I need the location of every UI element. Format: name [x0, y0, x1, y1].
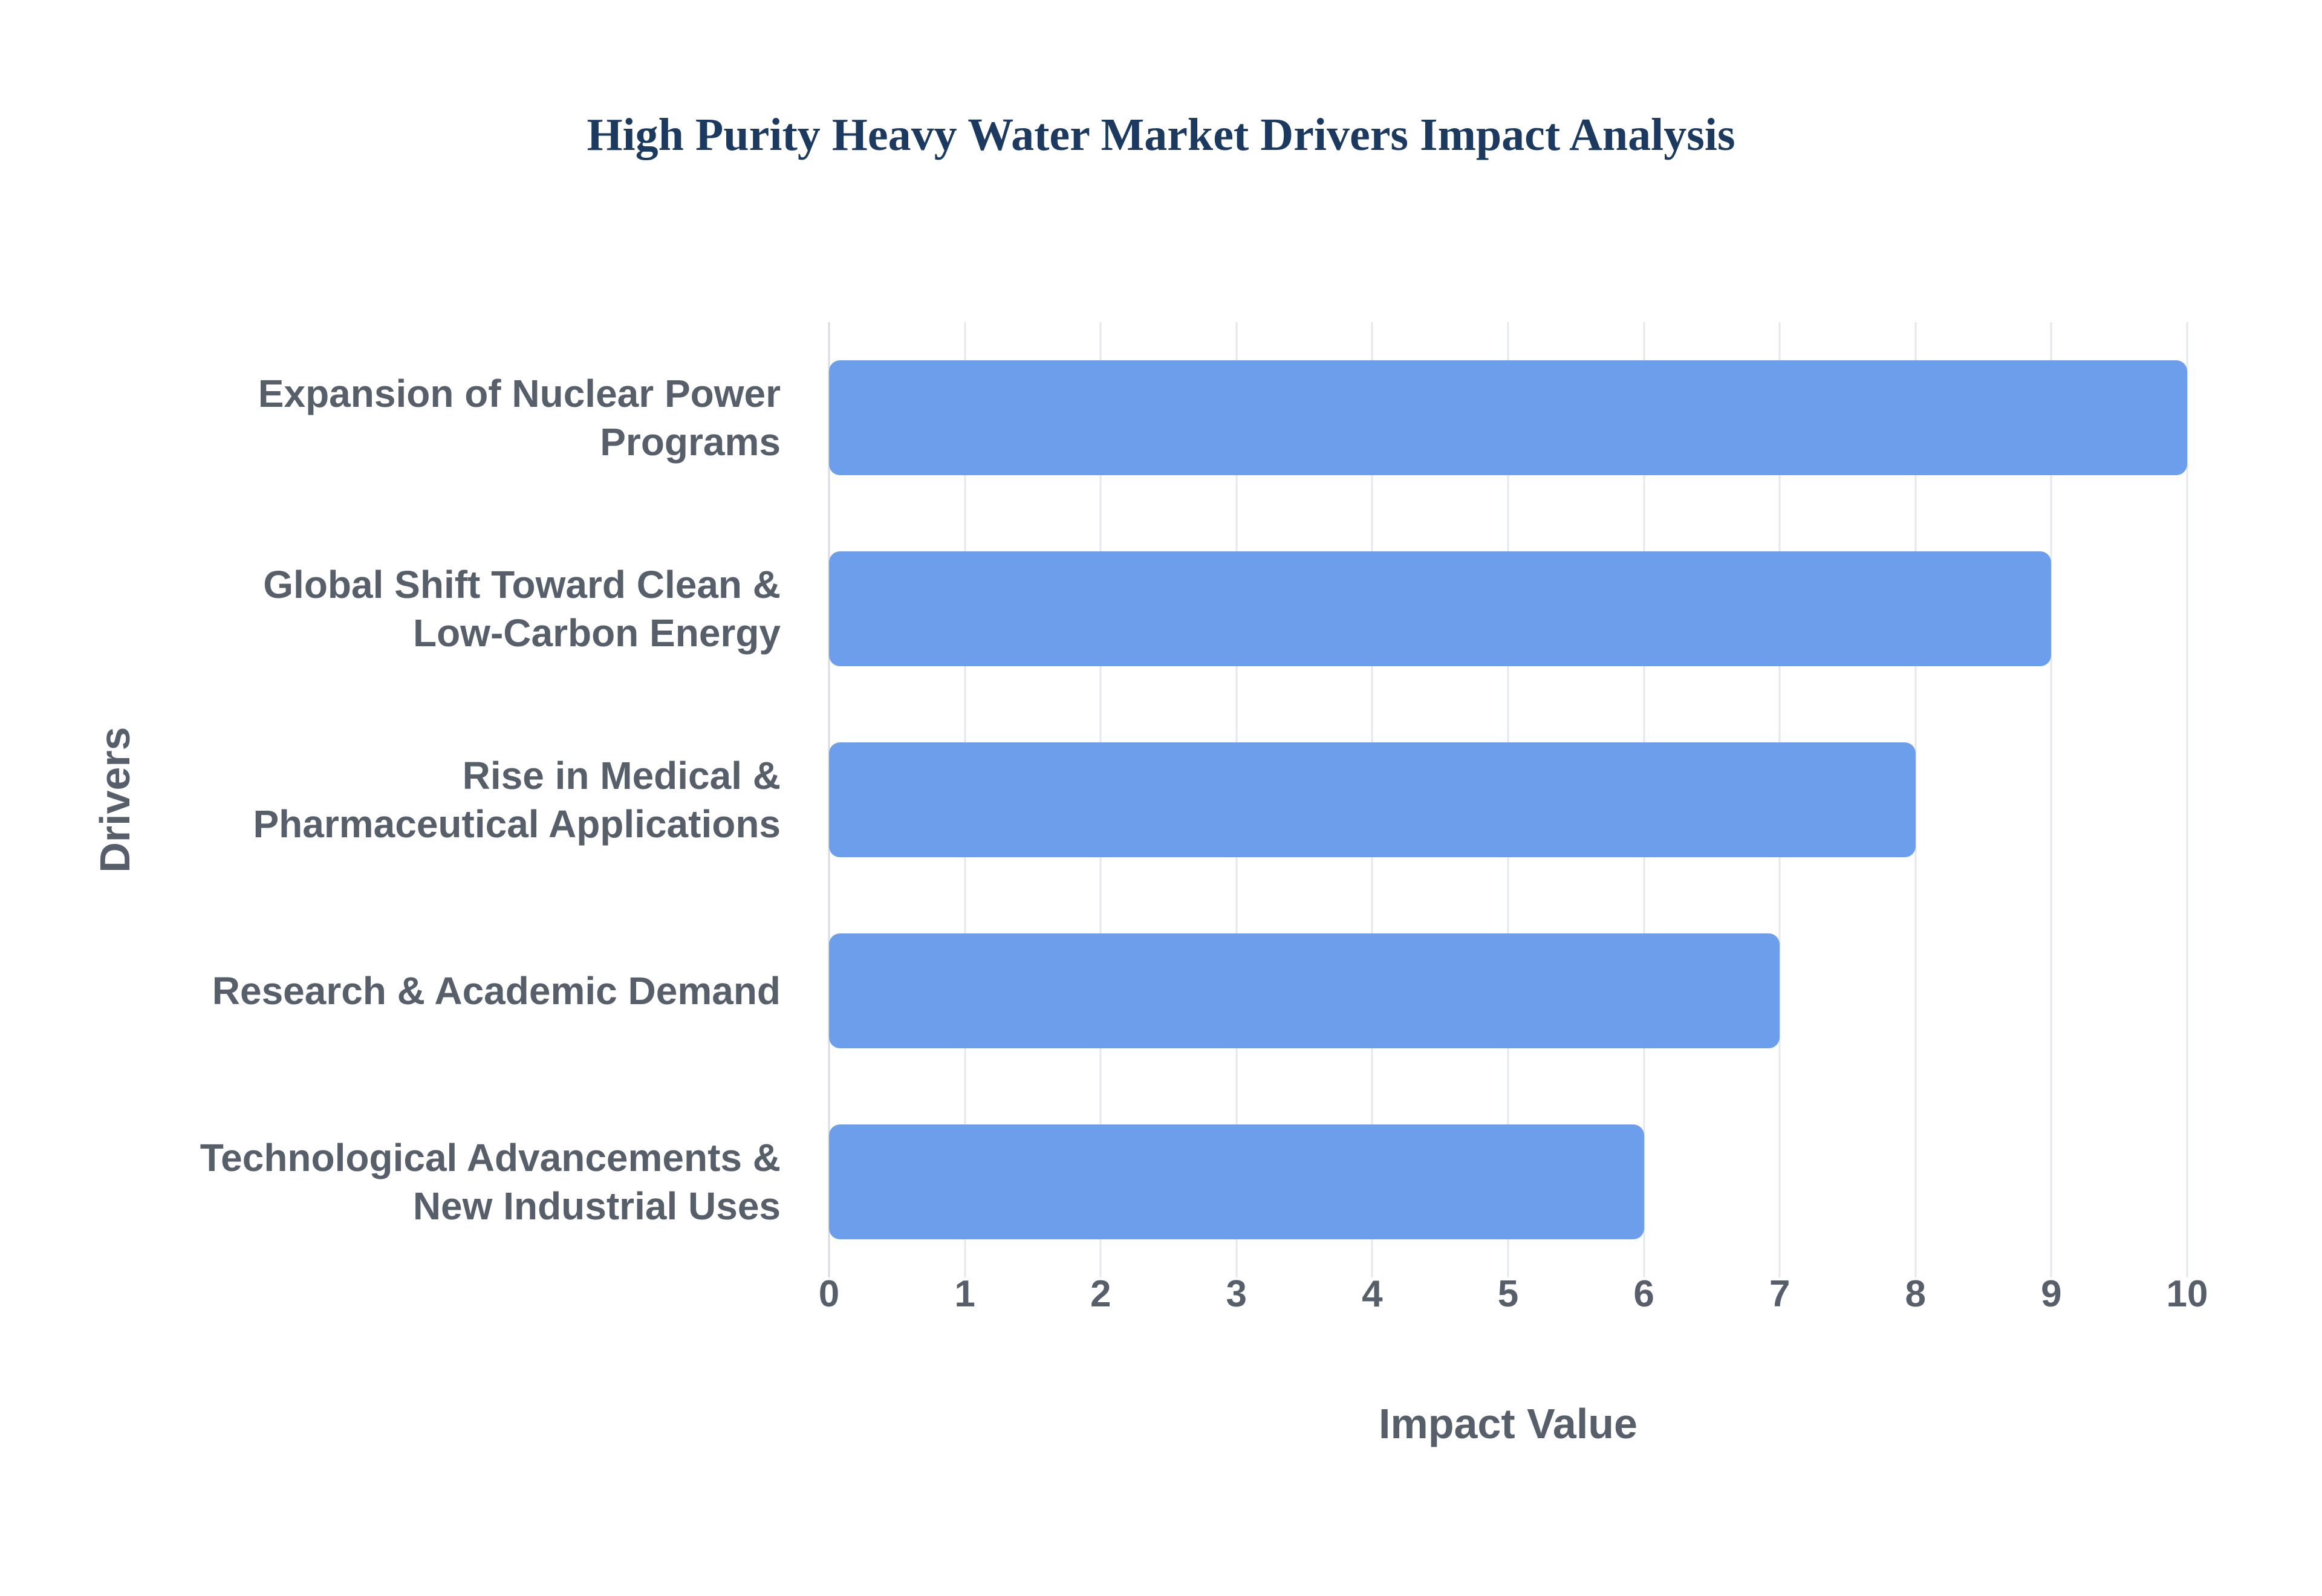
x-tick-label: 3 [1226, 1273, 1247, 1315]
bar-3 [829, 742, 1916, 857]
x-tick-label: 5 [1497, 1273, 1519, 1315]
category-label-line: Programs [600, 420, 781, 464]
bar-1 [829, 360, 2187, 475]
bar-row [829, 322, 2187, 513]
bar-row [829, 1086, 2187, 1277]
x-axis-title: Impact Value [1379, 1400, 1637, 1447]
x-tick-label: 7 [1769, 1273, 1790, 1315]
category-label: Rise in Medical & Pharmaceutical Applicat… [0, 704, 805, 895]
x-tick-label: 6 [1633, 1273, 1654, 1315]
category-label-line: Global Shift Toward Clean & [263, 563, 781, 606]
category-label-line: Pharmaceutical Applications [253, 802, 781, 846]
bar-4 [829, 933, 1780, 1048]
category-label: Expansion of Nuclear Power Programs [0, 322, 805, 513]
bar-row [829, 704, 2187, 895]
category-labels: Expansion of Nuclear Power Programs Global… [0, 322, 805, 1277]
bar-row [829, 513, 2187, 704]
chart-title: High Purity Heavy Water Market Drivers I… [587, 109, 1735, 160]
category-label-line: Rise in Medical & [462, 754, 781, 797]
category-label: Technological Advancements & New Industri… [0, 1086, 805, 1277]
bar-2 [829, 551, 2052, 666]
gridline [2186, 322, 2188, 1277]
category-label-line: Technological Advancements & [200, 1136, 781, 1179]
category-label: Global Shift Toward Clean & Low-Carbon En… [0, 513, 805, 704]
gridline [2050, 322, 2052, 1277]
bar-5 [829, 1124, 1644, 1239]
category-label: Research & Academic Demand [0, 895, 805, 1086]
plot-area [828, 322, 2188, 1277]
bar-row [829, 895, 2187, 1086]
category-label-line: Expansion of Nuclear Power [258, 372, 781, 415]
x-tick-label: 0 [818, 1273, 840, 1315]
x-tick-label: 8 [1905, 1273, 1927, 1315]
x-tick-label: 1 [954, 1273, 975, 1315]
x-axis-ticks: 0 1 2 3 4 5 6 7 8 9 10 [819, 1273, 2208, 1321]
category-label-line: Research & Academic Demand [212, 969, 781, 1013]
gridline [1914, 322, 1917, 1277]
x-tick-label: 4 [1362, 1273, 1383, 1315]
x-tick-label: 10 [2166, 1273, 2208, 1315]
category-label-line: Low-Carbon Energy [412, 611, 781, 655]
category-label-line: New Industrial Uses [412, 1184, 781, 1228]
x-tick-label: 2 [1090, 1273, 1111, 1315]
x-tick-label: 9 [2041, 1273, 2062, 1315]
